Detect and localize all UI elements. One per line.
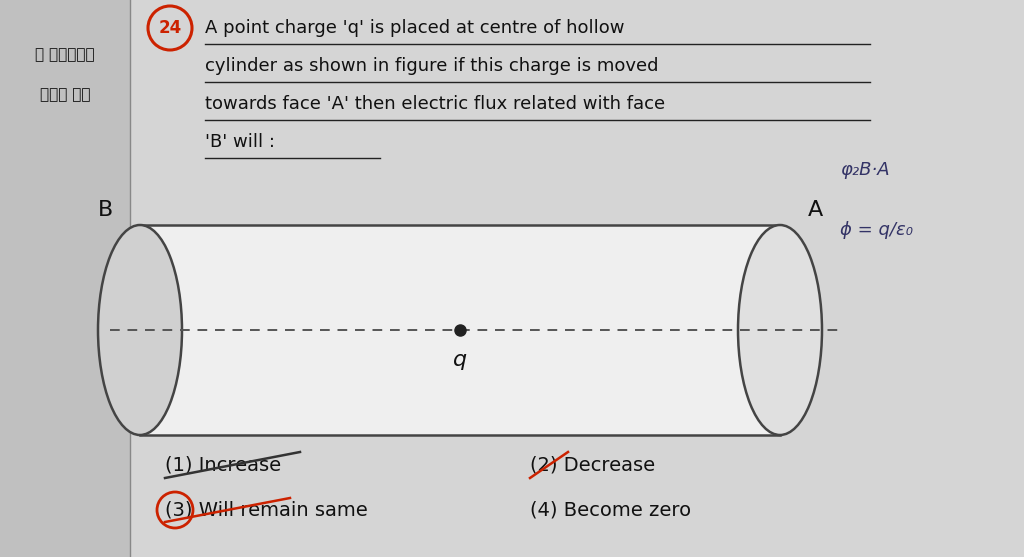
Ellipse shape — [98, 225, 182, 435]
Bar — [140, 225, 780, 435]
Text: 24: 24 — [159, 19, 181, 37]
Text: र स्थित: र स्थित — [35, 47, 95, 62]
Text: (2) Decrease: (2) Decrease — [530, 456, 655, 475]
Ellipse shape — [738, 225, 822, 435]
Text: (4) Become zero: (4) Become zero — [530, 501, 691, 520]
Text: q: q — [453, 350, 467, 370]
Text: A point charge 'q' is placed at centre of hollow: A point charge 'q' is placed at centre o… — [205, 19, 625, 37]
Text: (1) Increase: (1) Increase — [165, 456, 282, 475]
Text: cylinder as shown in figure if this charge is moved: cylinder as shown in figure if this char… — [205, 57, 658, 75]
Text: 'B' will :: 'B' will : — [205, 133, 275, 151]
Text: B: B — [97, 200, 113, 220]
Text: ϕ = q/ε₀: ϕ = q/ε₀ — [840, 221, 913, 239]
Text: towards face 'A' then electric flux related with face: towards face 'A' then electric flux rela… — [205, 95, 666, 113]
Text: A: A — [807, 200, 822, 220]
Bar — [0, 0, 130, 557]
Text: φ₂B·A: φ₂B·A — [840, 161, 890, 179]
Text: आये तो: आये तो — [40, 87, 90, 102]
Text: (3) Will remain same: (3) Will remain same — [165, 501, 368, 520]
